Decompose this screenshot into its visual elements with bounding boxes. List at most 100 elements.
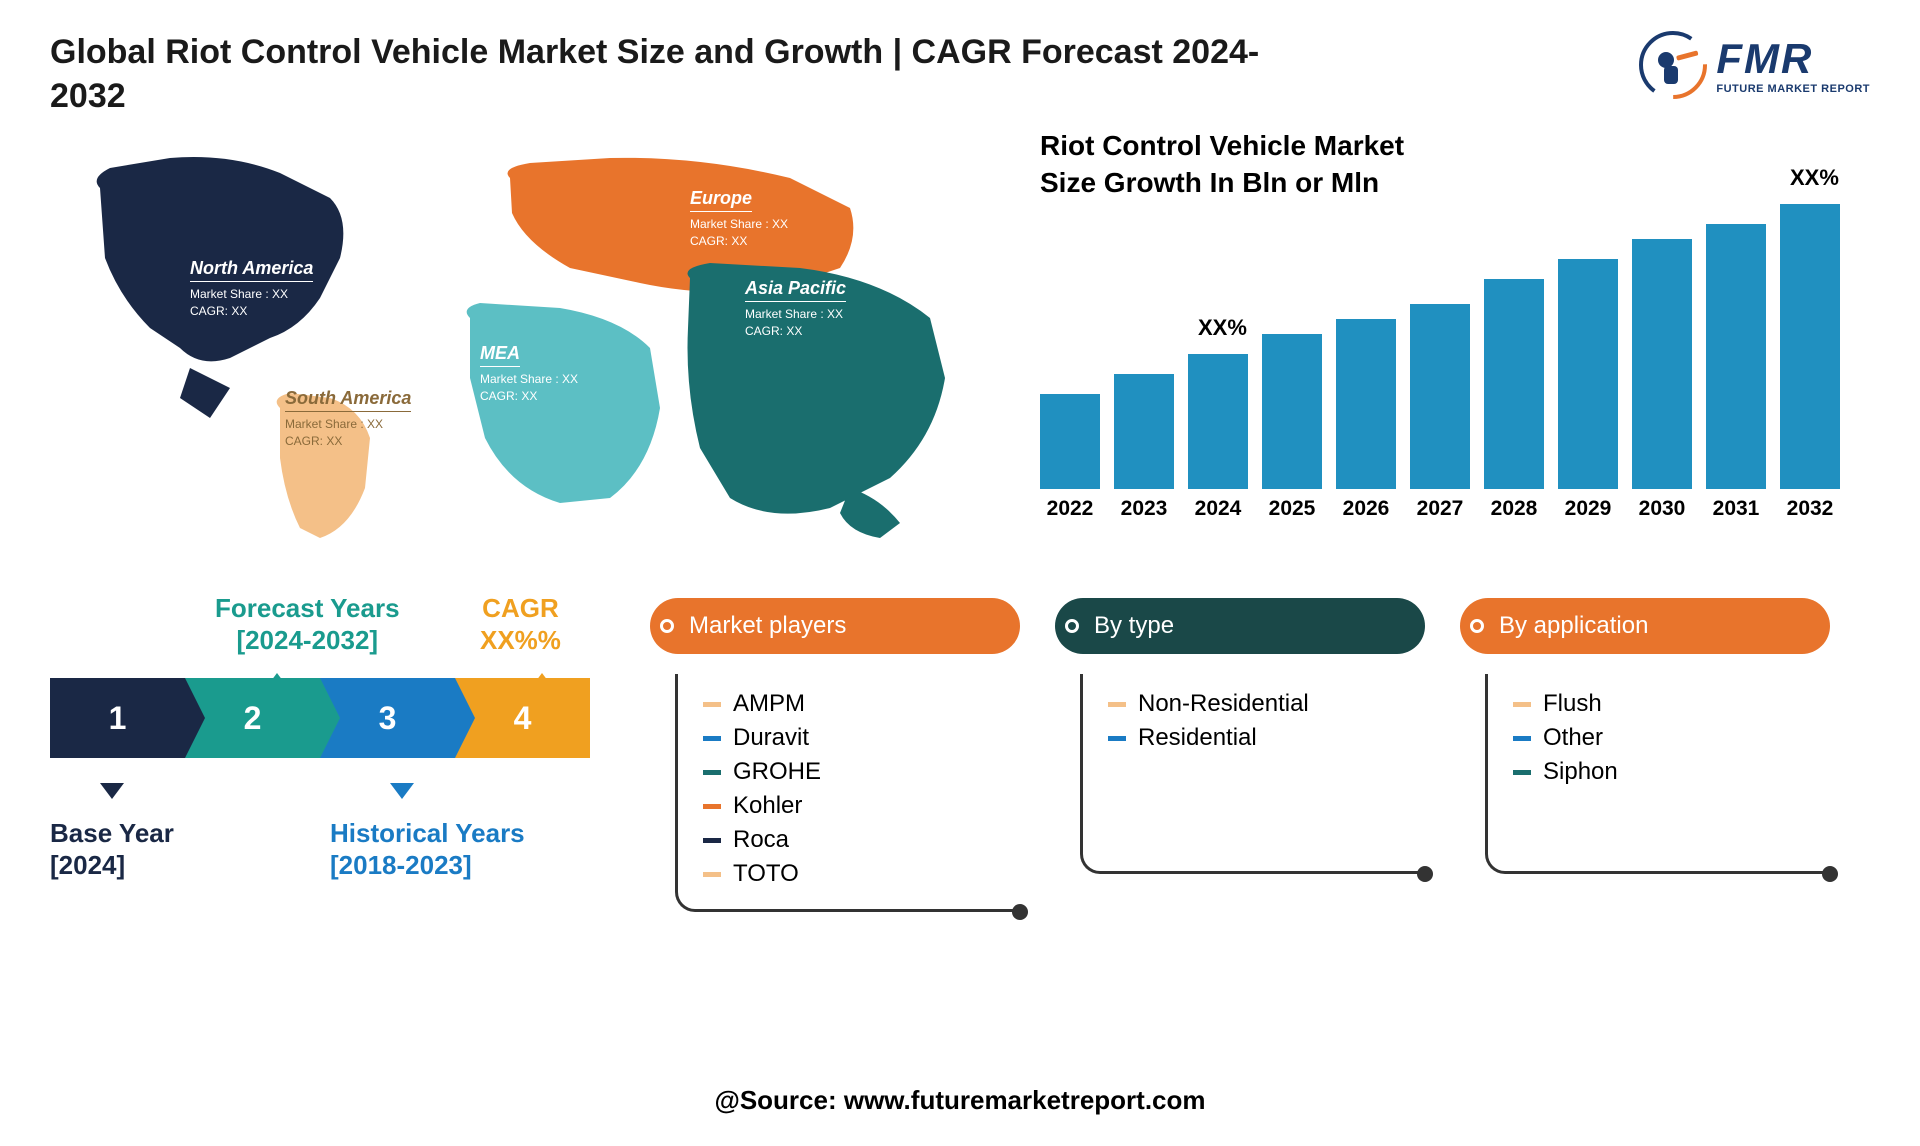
bar-annotation: XX% — [1198, 315, 1247, 341]
bullet-icon — [1513, 702, 1531, 707]
arrow-base-icon — [100, 783, 124, 799]
bar — [1336, 319, 1396, 489]
bar-label: 2028 — [1491, 497, 1538, 521]
bar-label: 2022 — [1047, 497, 1094, 521]
category-header-text: Market players — [689, 612, 846, 640]
bar-wrap: 2032 — [1780, 204, 1840, 521]
bar-wrap: 2022 — [1040, 394, 1100, 521]
bar — [1188, 354, 1248, 489]
bar — [1114, 374, 1174, 489]
bar-wrap: 2031 — [1706, 224, 1766, 521]
chart-title: Riot Control Vehicle Market Size Growth … — [1040, 128, 1420, 201]
bar-wrap: 2030 — [1632, 239, 1692, 521]
category-header-text: By type — [1094, 612, 1174, 640]
bullet-icon — [1513, 770, 1531, 775]
category-header: Market players — [650, 598, 1020, 654]
bar-label: 2031 — [1713, 497, 1760, 521]
timeline-segment: 1 — [50, 678, 185, 758]
category-items: Flush Other Siphon — [1485, 674, 1830, 874]
timeline-section: Forecast Years [2024-2032] CAGR XX%% 123… — [50, 598, 610, 758]
bar — [1484, 279, 1544, 489]
list-item: Duravit — [703, 724, 1020, 752]
bullet-icon — [703, 702, 721, 707]
bullet-icon — [1470, 619, 1484, 633]
bullet-icon — [660, 619, 674, 633]
list-item-text: Duravit — [733, 724, 809, 752]
region-asia-pacific: Asia Pacific Market Share : XX CAGR: XX — [745, 278, 846, 340]
bar-label: 2023 — [1121, 497, 1168, 521]
region-europe: Europe Market Share : XX CAGR: XX — [690, 188, 788, 250]
region-north-america: North America Market Share : XX CAGR: XX — [190, 258, 313, 320]
list-item-text: TOTO — [733, 860, 799, 888]
source-text: @Source: www.futuremarketreport.com — [714, 1085, 1205, 1116]
bar-wrap: 2027 — [1410, 304, 1470, 521]
list-item-text: Non-Residential — [1138, 690, 1309, 718]
list-item-text: Siphon — [1543, 758, 1618, 786]
list-item-text: Flush — [1543, 690, 1602, 718]
bullet-icon — [703, 736, 721, 741]
list-item-text: AMPM — [733, 690, 805, 718]
list-item-text: Kohler — [733, 792, 802, 820]
list-item-text: Residential — [1138, 724, 1257, 752]
bullet-icon — [703, 838, 721, 843]
logo-icon — [1638, 30, 1708, 100]
bar-label: 2024 — [1195, 497, 1242, 521]
timeline-forecast-label: Forecast Years [2024-2032] — [215, 593, 400, 655]
timeline-cagr-label: CAGR XX%% — [480, 593, 561, 655]
bar-chart-section: Riot Control Vehicle Market Size Growth … — [1000, 128, 1870, 548]
logo-text-sub: FUTURE MARKET REPORT — [1716, 83, 1870, 95]
list-item: AMPM — [703, 690, 1020, 718]
category-column: Market players AMPM Duravit GROHE Kohler Roca… — [650, 598, 1020, 912]
category-items: Non-Residential Residential — [1080, 674, 1425, 874]
timeline-segment: 2 — [185, 678, 320, 758]
bar-wrap: 2026 — [1336, 319, 1396, 521]
bar-wrap: 2028 — [1484, 279, 1544, 521]
bar-wrap: 2025 — [1262, 334, 1322, 521]
bar-label: 2029 — [1565, 497, 1612, 521]
list-item: Kohler — [703, 792, 1020, 820]
bullet-icon — [1065, 619, 1079, 633]
bullet-icon — [703, 804, 721, 809]
list-item: TOTO — [703, 860, 1020, 888]
arrow-hist-icon — [390, 783, 414, 799]
bar-wrap: 2024 — [1188, 354, 1248, 521]
category-column: By type Non-Residential Residential — [1055, 598, 1425, 912]
bar-label: 2030 — [1639, 497, 1686, 521]
list-item: Siphon — [1513, 758, 1830, 786]
bar-label: 2032 — [1787, 497, 1834, 521]
region-mea: MEA Market Share : XX CAGR: XX — [480, 343, 578, 405]
bullet-icon — [703, 770, 721, 775]
list-item: GROHE — [703, 758, 1020, 786]
logo: FMR FUTURE MARKET REPORT — [1638, 30, 1870, 100]
bar — [1040, 394, 1100, 489]
list-item-text: GROHE — [733, 758, 821, 786]
bar-wrap: 2029 — [1558, 259, 1618, 521]
bullet-icon — [1108, 736, 1126, 741]
bottom-row: Forecast Years [2024-2032] CAGR XX%% 123… — [50, 598, 1870, 912]
page-title: Global Riot Control Vehicle Market Size … — [50, 30, 1300, 118]
timeline-base-label: Base Year [2024] — [50, 818, 174, 880]
category-header: By type — [1055, 598, 1425, 654]
timeline-segment: 3 — [320, 678, 455, 758]
bar — [1780, 204, 1840, 489]
bullet-icon — [1108, 702, 1126, 707]
category-columns: Market players AMPM Duravit GROHE Kohler Roca… — [650, 598, 1830, 912]
list-item: Other — [1513, 724, 1830, 752]
bar-label: 2027 — [1417, 497, 1464, 521]
timeline-bar: 1234 — [50, 678, 610, 758]
bullet-icon — [703, 872, 721, 877]
bar-annotation: XX% — [1790, 165, 1839, 191]
bar-label: 2025 — [1269, 497, 1316, 521]
timeline-historical-label: Historical Years [2018-2023] — [330, 818, 525, 880]
bar-label: 2026 — [1343, 497, 1390, 521]
bar — [1410, 304, 1470, 489]
bar-wrap: 2023 — [1114, 374, 1174, 521]
bar — [1632, 239, 1692, 489]
logo-text-main: FMR — [1716, 35, 1870, 83]
bar-chart: 2022 2023 2024 2025 2026 2027 2028 2029 2030 2031… — [1040, 211, 1870, 521]
category-header-text: By application — [1499, 612, 1648, 640]
list-item: Residential — [1108, 724, 1425, 752]
list-item-text: Roca — [733, 826, 789, 854]
timeline-segment: 4 — [455, 678, 590, 758]
list-item: Non-Residential — [1108, 690, 1425, 718]
